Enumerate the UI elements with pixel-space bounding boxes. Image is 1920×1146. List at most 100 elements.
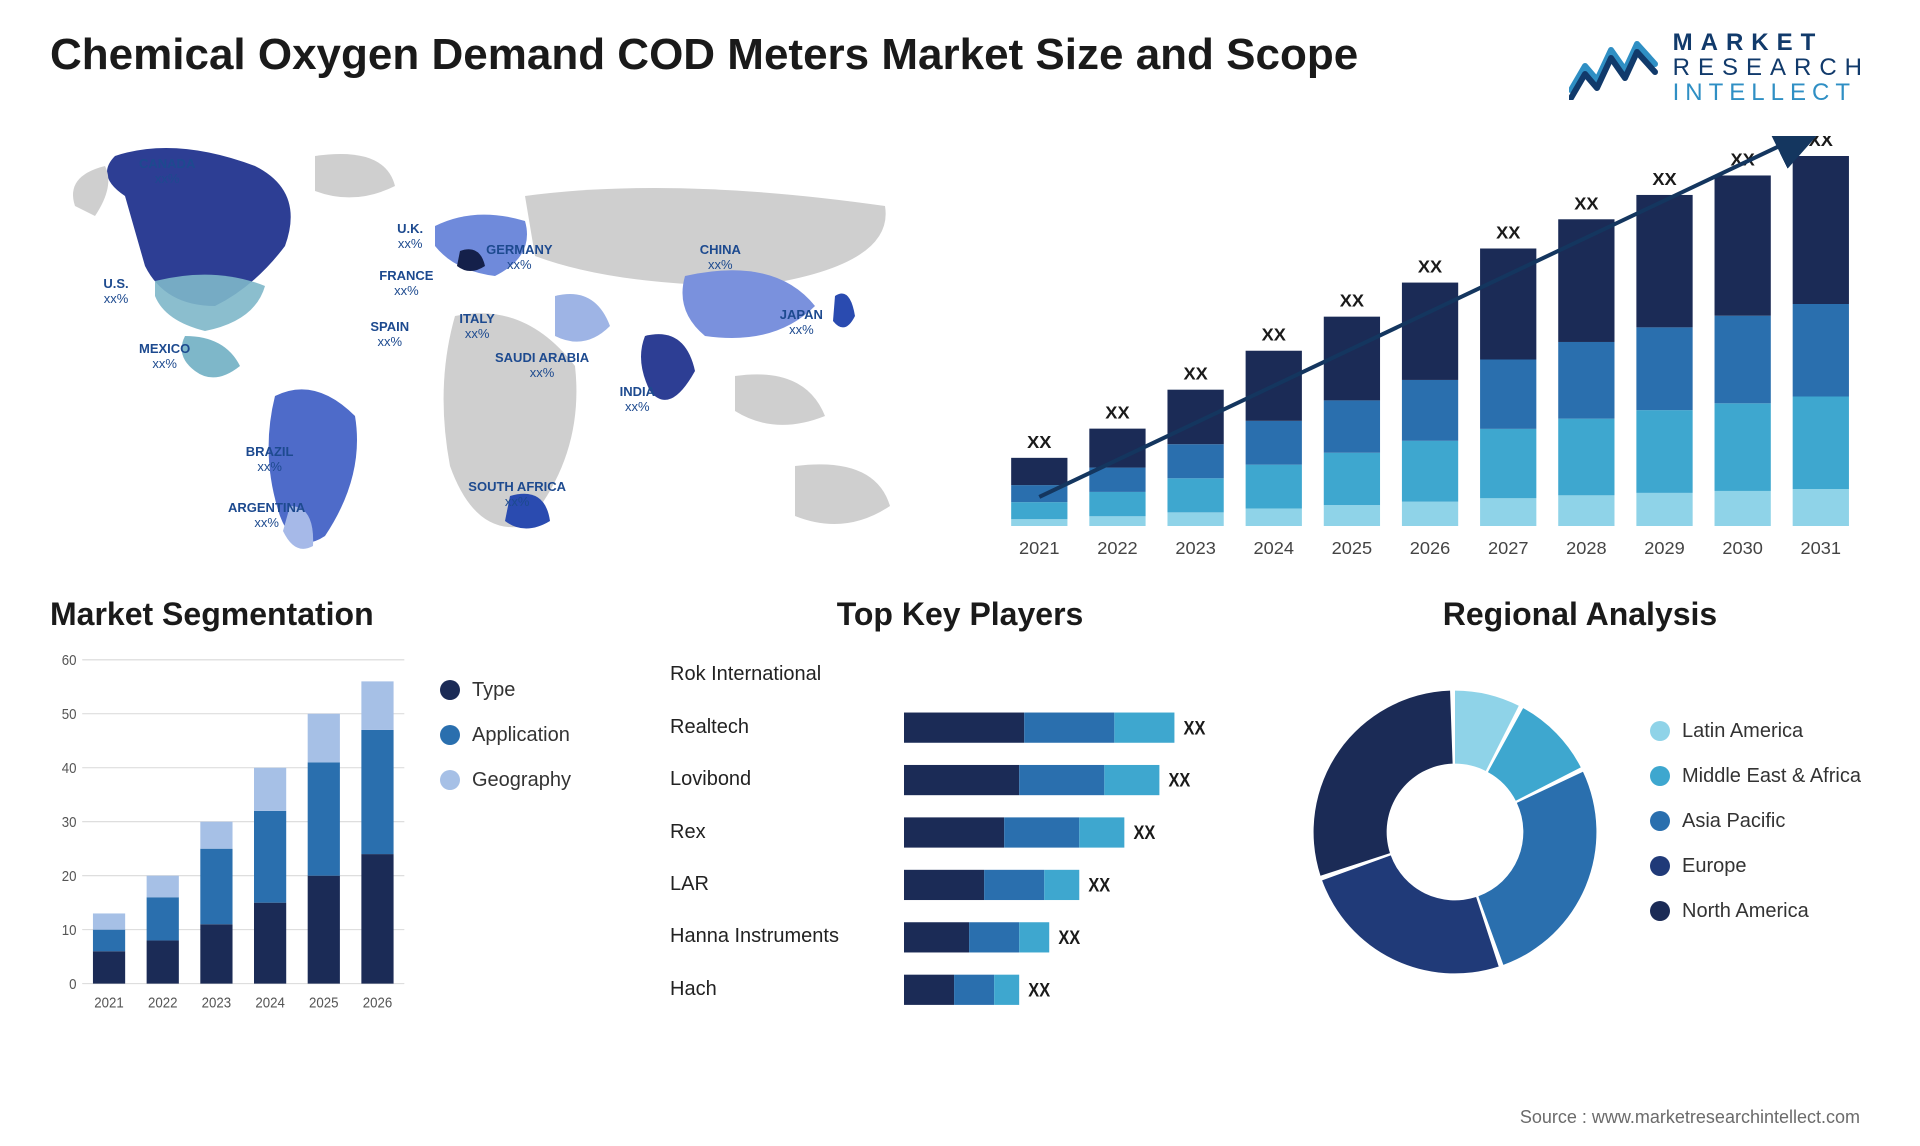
player-name: Hanna Instruments bbox=[670, 925, 890, 948]
map-label-india: INDIAxx% bbox=[620, 385, 655, 415]
svg-text:2024: 2024 bbox=[255, 994, 285, 1011]
legend-swatch bbox=[1650, 721, 1670, 741]
regional-legend-item: North America bbox=[1650, 900, 1870, 923]
svg-text:2021: 2021 bbox=[1019, 538, 1059, 558]
svg-text:2030: 2030 bbox=[1722, 538, 1762, 558]
svg-text:XX: XX bbox=[1262, 324, 1286, 344]
segmentation-title: Market Segmentation bbox=[50, 596, 630, 633]
map-label-germany: GERMANYxx% bbox=[486, 243, 552, 273]
svg-text:2021: 2021 bbox=[94, 994, 124, 1011]
map-label-japan: JAPANxx% bbox=[780, 308, 823, 338]
regional-panel: Regional Analysis Latin America Middle Ea… bbox=[1290, 596, 1870, 1016]
legend-swatch bbox=[1650, 856, 1670, 876]
growth-chart-panel: XX2021XX2022XX2023XX2024XX2025XX2026XX20… bbox=[980, 136, 1870, 566]
segmentation-panel: Market Segmentation 01020304050602021202… bbox=[50, 596, 630, 1016]
map-label-south-africa: SOUTH AFRICAxx% bbox=[468, 480, 566, 510]
logo-line-2: RESEARCH bbox=[1673, 55, 1870, 80]
page-title: Chemical Oxygen Demand COD Meters Market… bbox=[50, 30, 1358, 80]
svg-text:XX: XX bbox=[1574, 193, 1598, 213]
svg-text:XX: XX bbox=[1809, 136, 1833, 150]
players-panel: Top Key Players Rok InternationalRealtec… bbox=[670, 596, 1250, 1016]
svg-text:XX: XX bbox=[1028, 979, 1050, 1001]
svg-text:10: 10 bbox=[62, 922, 77, 939]
svg-text:2026: 2026 bbox=[363, 994, 393, 1011]
source-attribution: Source : www.marketresearchintellect.com bbox=[1520, 1107, 1860, 1128]
legend-label: Application bbox=[472, 724, 570, 747]
legend-swatch bbox=[1650, 901, 1670, 921]
segmentation-legend: Type Application Geography bbox=[440, 649, 630, 1016]
svg-text:2023: 2023 bbox=[202, 994, 232, 1011]
svg-text:XX: XX bbox=[1088, 874, 1110, 896]
map-label-france: FRANCExx% bbox=[379, 269, 433, 299]
players-chart-svg: XXXXXXXXXXXX bbox=[904, 649, 1250, 1016]
legend-swatch bbox=[440, 680, 460, 700]
legend-swatch bbox=[440, 725, 460, 745]
svg-text:XX: XX bbox=[1418, 256, 1442, 276]
svg-text:XX: XX bbox=[1133, 821, 1155, 843]
logo-line-3: INTELLECT bbox=[1673, 80, 1870, 105]
map-label-saudi-arabia: SAUDI ARABIAxx% bbox=[495, 351, 589, 381]
bottom-row: Market Segmentation 01020304050602021202… bbox=[50, 596, 1870, 1016]
regional-legend: Latin America Middle East & Africa Asia Pa… bbox=[1650, 720, 1870, 945]
map-label-brazil: BRAZILxx% bbox=[246, 445, 294, 475]
legend-swatch bbox=[1650, 766, 1670, 786]
svg-text:2024: 2024 bbox=[1254, 538, 1294, 558]
segmentation-legend-item: Type bbox=[440, 679, 630, 702]
svg-text:XX: XX bbox=[1340, 290, 1364, 310]
players-labels: Rok InternationalRealtechLovibondRexLARH… bbox=[670, 649, 890, 1016]
legend-label: Asia Pacific bbox=[1682, 810, 1785, 833]
svg-text:XX: XX bbox=[1058, 926, 1080, 948]
logo-mark-icon bbox=[1569, 36, 1659, 100]
svg-text:2022: 2022 bbox=[148, 994, 178, 1011]
player-name: LAR bbox=[670, 873, 890, 896]
regional-legend-item: Asia Pacific bbox=[1650, 810, 1870, 833]
legend-label: Geography bbox=[472, 769, 571, 792]
map-label-u-k-: U.K.xx% bbox=[397, 222, 423, 252]
map-label-u-s-: U.S.xx% bbox=[103, 277, 128, 307]
svg-text:XX: XX bbox=[1652, 169, 1676, 189]
logo-text: MARKET RESEARCH INTELLECT bbox=[1673, 30, 1870, 106]
map-label-canada: CANADAxx% bbox=[139, 157, 195, 187]
regional-legend-item: Latin America bbox=[1650, 720, 1870, 743]
legend-label: Europe bbox=[1682, 855, 1747, 878]
svg-text:2031: 2031 bbox=[1801, 538, 1841, 558]
svg-text:60: 60 bbox=[62, 652, 77, 669]
legend-swatch bbox=[1650, 811, 1670, 831]
map-label-italy: ITALYxx% bbox=[459, 312, 494, 342]
segmentation-legend-item: Application bbox=[440, 724, 630, 747]
svg-text:2029: 2029 bbox=[1644, 538, 1684, 558]
svg-text:2025: 2025 bbox=[309, 994, 339, 1011]
svg-text:30: 30 bbox=[62, 814, 77, 831]
svg-text:XX: XX bbox=[1496, 222, 1520, 242]
map-label-spain: SPAINxx% bbox=[370, 320, 409, 350]
svg-text:20: 20 bbox=[62, 868, 77, 885]
players-title: Top Key Players bbox=[670, 596, 1250, 633]
svg-text:0: 0 bbox=[69, 976, 76, 993]
svg-text:2028: 2028 bbox=[1566, 538, 1606, 558]
legend-label: Type bbox=[472, 679, 515, 702]
regional-legend-item: Europe bbox=[1650, 855, 1870, 878]
regional-title: Regional Analysis bbox=[1290, 596, 1870, 633]
legend-label: Middle East & Africa bbox=[1682, 765, 1861, 788]
svg-text:XX: XX bbox=[1027, 431, 1051, 451]
logo-line-1: MARKET bbox=[1673, 30, 1870, 55]
svg-text:XX: XX bbox=[1169, 769, 1191, 791]
legend-label: North America bbox=[1682, 900, 1809, 923]
svg-text:XX: XX bbox=[1105, 402, 1129, 422]
player-name: Rex bbox=[670, 821, 890, 844]
svg-text:2023: 2023 bbox=[1175, 538, 1215, 558]
legend-label: Latin America bbox=[1682, 720, 1803, 743]
map-label-mexico: MEXICOxx% bbox=[139, 342, 190, 372]
header: Chemical Oxygen Demand COD Meters Market… bbox=[50, 30, 1870, 106]
player-name: Realtech bbox=[670, 716, 890, 739]
svg-text:50: 50 bbox=[62, 706, 77, 723]
svg-text:2026: 2026 bbox=[1410, 538, 1450, 558]
segmentation-chart-svg: 0102030405060202120222023202420252026 bbox=[50, 649, 410, 1016]
legend-swatch bbox=[440, 770, 460, 790]
top-row: CANADAxx%U.S.xx%MEXICOxx%BRAZILxx%ARGENT… bbox=[50, 136, 1870, 566]
svg-text:2027: 2027 bbox=[1488, 538, 1528, 558]
svg-text:2025: 2025 bbox=[1332, 538, 1372, 558]
svg-text:XX: XX bbox=[1183, 363, 1207, 383]
growth-chart-svg: XX2021XX2022XX2023XX2024XX2025XX2026XX20… bbox=[980, 136, 1870, 566]
regional-donut-svg bbox=[1290, 667, 1620, 997]
